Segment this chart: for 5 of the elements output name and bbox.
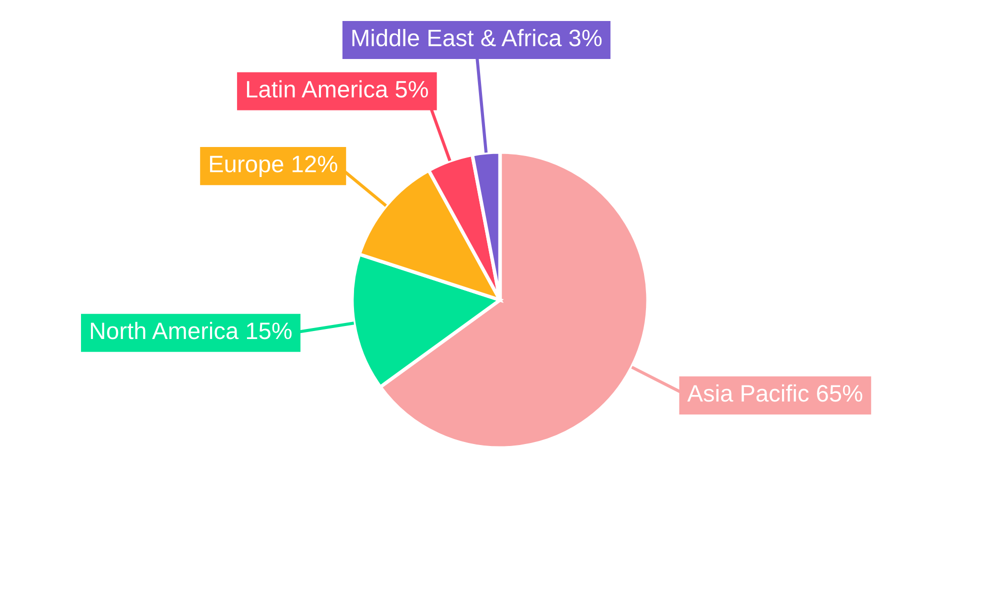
slice-label: Middle East & Africa 3%	[352, 28, 602, 46]
slice-label: Asia Pacific 65%	[687, 384, 862, 402]
slice-label: North America 15%	[90, 322, 292, 340]
slice-label: Latin America 5%	[247, 80, 428, 98]
slice-label: Europe 12%	[210, 156, 338, 178]
